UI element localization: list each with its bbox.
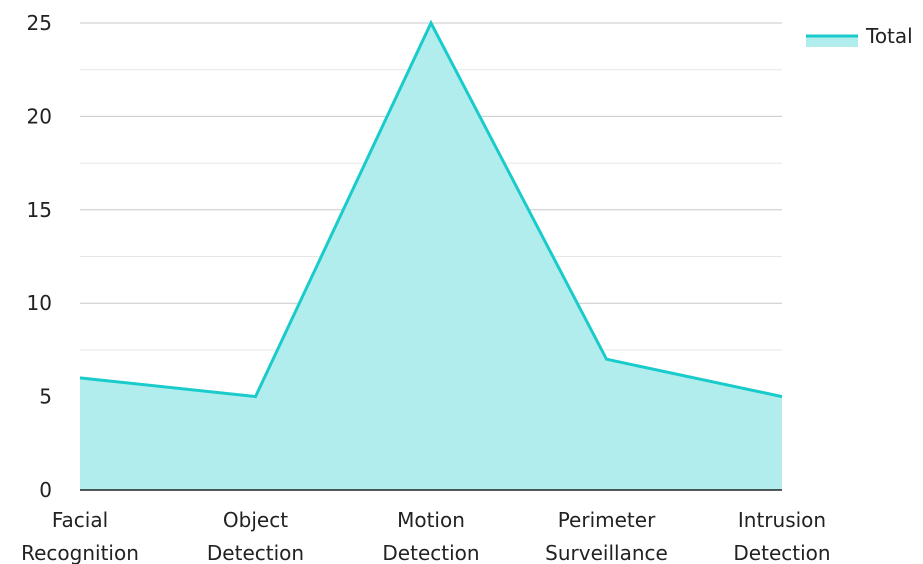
y-tick-label: 5 [39,385,52,409]
series-area-total [80,23,782,490]
legend-label-total: Total [865,24,913,48]
y-tick-label: 15 [27,198,52,222]
x-category-label: Object Detection [207,508,304,564]
legend: Total [806,24,913,48]
x-category-label: Facial Recognition [21,508,139,564]
y-axis-ticks: 0 5 10 15 20 25 [27,11,52,502]
x-category-label: Intrusion Detection [733,508,830,564]
x-category-label: Perimeter Surveillance [545,508,668,564]
y-tick-label: 10 [27,291,52,315]
y-tick-label: 0 [39,478,52,502]
x-category-label: Motion Detection [382,508,479,564]
x-axis-labels: Facial Recognition Object Detection Motion De… [21,508,830,564]
series-line-total [79,19,783,399]
y-tick-label: 20 [27,104,52,128]
legend-swatch [806,35,858,47]
y-tick-label: 25 [27,11,52,35]
